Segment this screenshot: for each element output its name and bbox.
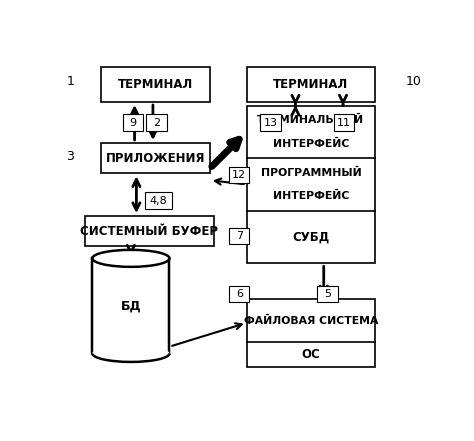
- Bar: [101, 143, 210, 173]
- Text: ФАЙЛОВАЯ СИСТЕМА: ФАЙЛОВАЯ СИСТЕМА: [244, 315, 378, 325]
- Text: 13: 13: [264, 118, 277, 127]
- Text: ТЕРМИНАЛ: ТЕРМИНАЛ: [273, 78, 348, 91]
- Bar: [101, 67, 210, 102]
- Text: 12: 12: [232, 170, 246, 180]
- Bar: [246, 67, 375, 102]
- Text: БД: БД: [120, 299, 141, 312]
- Text: 5: 5: [324, 289, 331, 299]
- Bar: [334, 114, 354, 131]
- Text: СИСТЕМНЫЙ БУФЕР: СИСТЕМНЫЙ БУФЕР: [80, 225, 218, 238]
- Text: 1: 1: [66, 75, 74, 88]
- Bar: [229, 167, 249, 183]
- Ellipse shape: [92, 345, 170, 362]
- Text: 9: 9: [129, 118, 137, 127]
- Text: ОС: ОС: [301, 348, 320, 361]
- Text: 10: 10: [406, 75, 422, 88]
- Bar: [123, 114, 143, 131]
- Bar: [229, 228, 249, 244]
- Text: 3: 3: [66, 150, 74, 163]
- Bar: [246, 105, 375, 263]
- Text: ТЕРМИНАЛ: ТЕРМИНАЛ: [118, 78, 193, 91]
- Ellipse shape: [92, 250, 170, 267]
- Text: СУБД: СУБД: [292, 231, 329, 244]
- Bar: [92, 258, 169, 353]
- Text: 11: 11: [337, 118, 351, 127]
- Text: 7: 7: [236, 231, 243, 241]
- Bar: [246, 299, 375, 367]
- Bar: [229, 286, 249, 302]
- Bar: [260, 114, 281, 131]
- Text: ТЕРМИНАЛЬНЫЙ

ИНТЕРФЕЙС: ТЕРМИНАЛЬНЫЙ ИНТЕРФЕЙС: [257, 115, 365, 149]
- Text: ПРИЛОЖЕНИЯ: ПРИЛОЖЕНИЯ: [106, 152, 205, 164]
- Bar: [317, 286, 337, 302]
- Text: ПРОГРАММНЫЙ

ИНТЕРФЕЙС: ПРОГРАММНЫЙ ИНТЕРФЕЙС: [261, 168, 361, 201]
- Bar: [146, 114, 167, 131]
- Text: 4,8: 4,8: [150, 196, 167, 206]
- Bar: [85, 216, 213, 247]
- Bar: [145, 192, 172, 209]
- Text: 2: 2: [153, 118, 160, 127]
- Text: 6: 6: [236, 289, 243, 299]
